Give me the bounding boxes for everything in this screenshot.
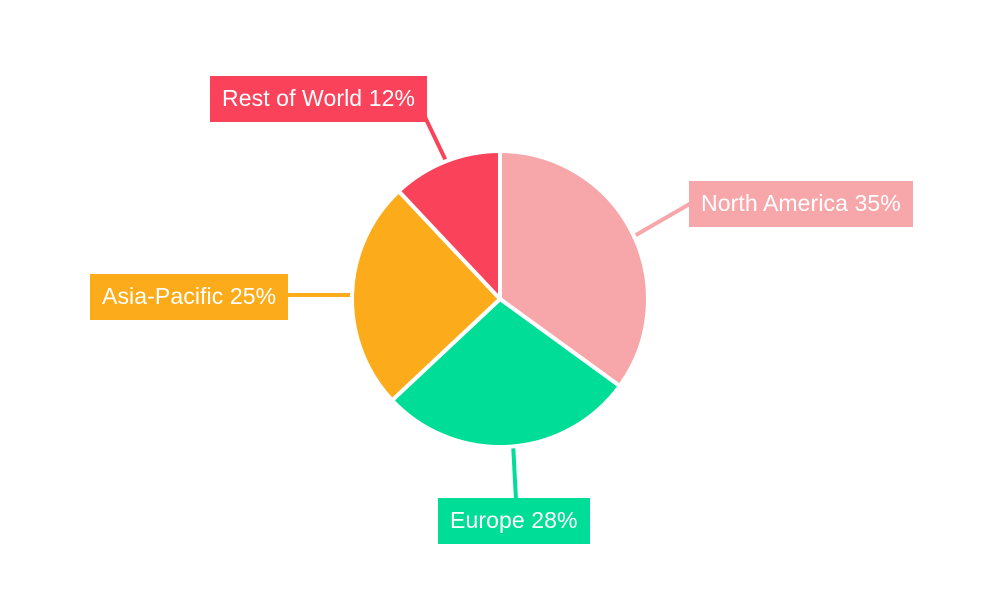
pie-slice-rest-of-world[interactable] bbox=[396, 149, 502, 301]
pie-label-rest-of-world[interactable]: Rest of World 12% bbox=[210, 76, 428, 122]
pie-label-europe[interactable]: Europe 28% bbox=[438, 498, 590, 544]
pie-label-north-america[interactable]: North America 35% bbox=[689, 181, 913, 227]
leader-line-rest-of-world bbox=[422, 114, 449, 164]
pie-slice-europe[interactable] bbox=[390, 297, 622, 449]
leader-line-europe bbox=[511, 442, 518, 501]
pie-slices-group bbox=[350, 149, 650, 449]
pie-slice-asia-pacific[interactable] bbox=[350, 189, 502, 403]
pie-label-asia-pacific[interactable]: Asia-Pacific 25% bbox=[90, 274, 289, 320]
pie-slice-north-america[interactable] bbox=[498, 149, 650, 388]
